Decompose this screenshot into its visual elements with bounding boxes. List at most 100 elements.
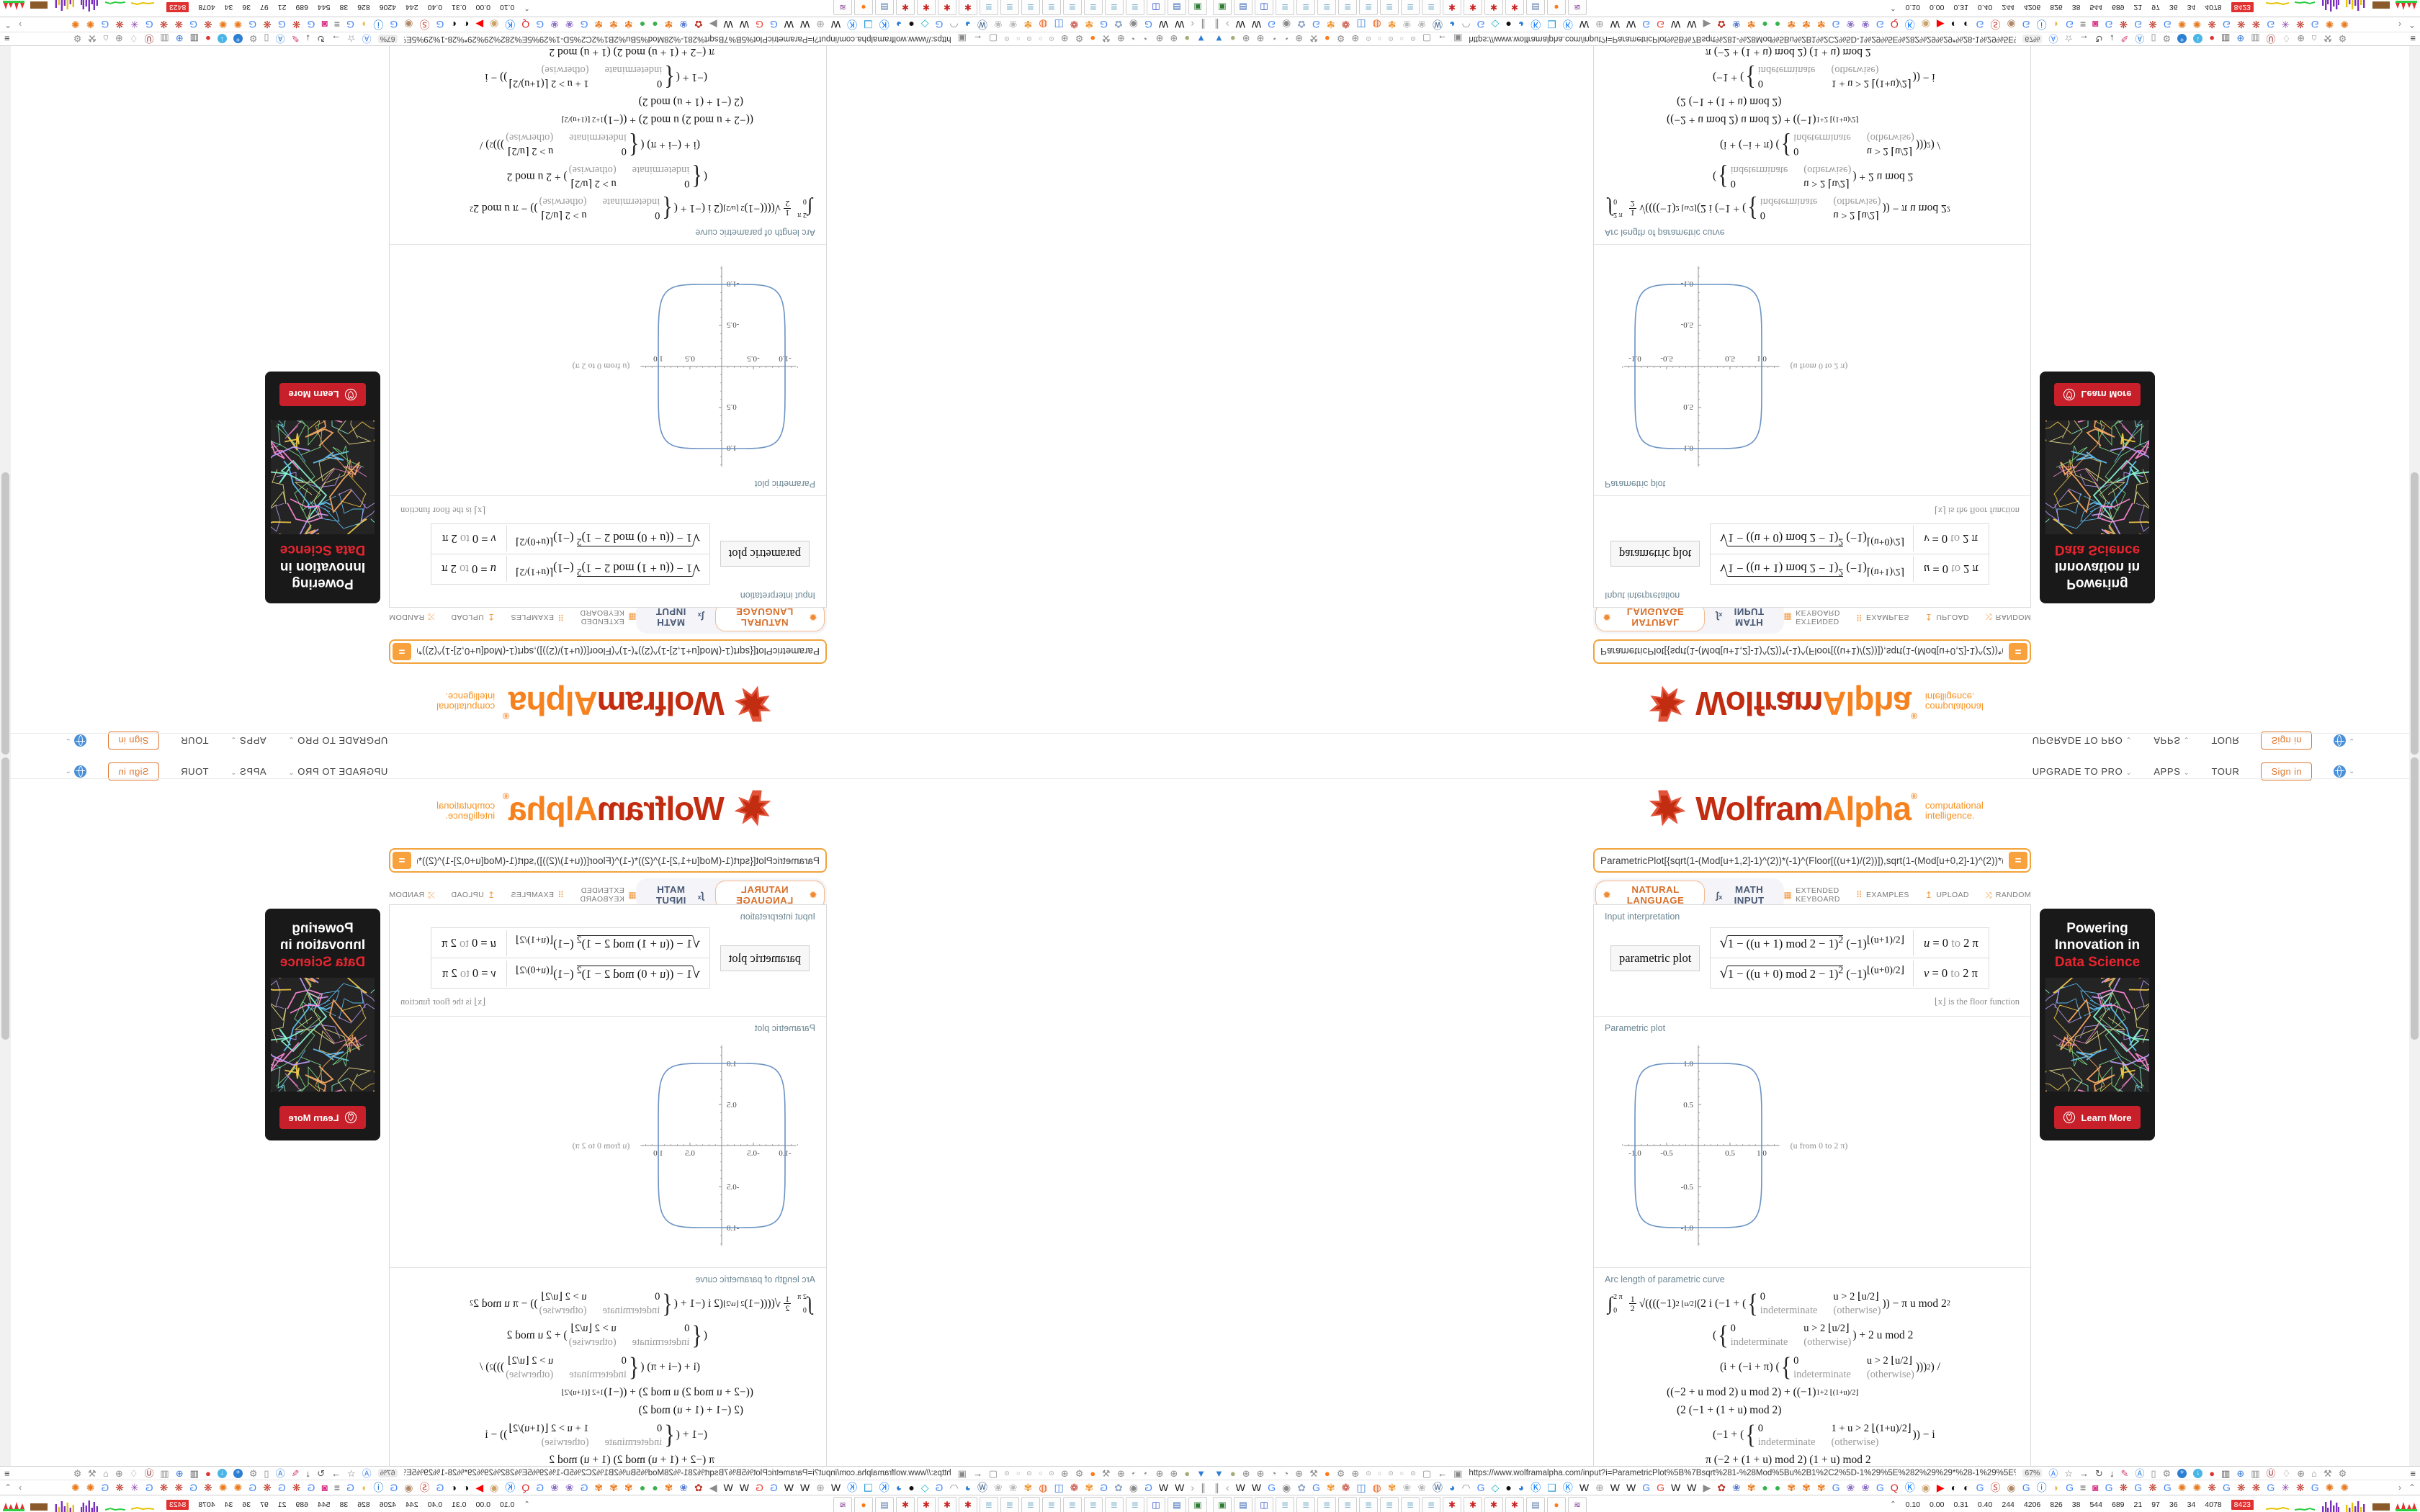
funnel-extension-icon[interactable]: ▼ [1214, 33, 1224, 45]
tab-overflow-icon[interactable]: › [19, 19, 22, 30]
tab-favicon[interactable]: ✾ [624, 1482, 633, 1493]
launcher-item[interactable]: ▤ [875, 0, 894, 16]
gauge-extension-icon[interactable]: ◔ [1270, 33, 1277, 45]
scrollbar-thumb[interactable] [2411, 472, 2419, 755]
launcher-item[interactable]: ▣ [1188, 1496, 1207, 1512]
tab-favicon[interactable]: ❀ [1861, 19, 1870, 30]
tab-favicon[interactable]: ▶ [709, 1482, 717, 1493]
tab-favicon[interactable]: ❀ [1417, 19, 1426, 30]
tab-favicon[interactable]: ◗ [2053, 1482, 2060, 1493]
tab-favicon[interactable]: ❋ [2148, 1482, 2157, 1493]
page-scrollbar[interactable] [2409, 756, 2420, 1466]
tab-favicon[interactable]: G [1976, 1482, 1984, 1493]
launcher-item[interactable]: ≣ [1380, 0, 1399, 16]
globe-extension-icon[interactable]: ⊕ [1060, 1467, 1069, 1479]
tab-favicon[interactable]: ✳ [2281, 1482, 2290, 1493]
nav-tour[interactable]: TOUR [180, 735, 209, 746]
tab-favicon[interactable]: G [2066, 1482, 2074, 1493]
launcher-item[interactable]: ≣ [1401, 1496, 1420, 1512]
tab-favicon[interactable]: Ⓚ [1904, 1482, 1915, 1493]
tab-overflow-icon[interactable]: › [2398, 19, 2401, 30]
tab-favicon[interactable]: G [436, 1482, 444, 1493]
tab-favicon[interactable]: Ⓚ [1531, 19, 1541, 30]
tab-favicon[interactable]: ◉ [1129, 1482, 1138, 1493]
tab-favicon[interactable]: ◍ [1039, 1482, 1048, 1493]
tab-favicon[interactable]: Ⓚ [1562, 19, 1573, 30]
tab-favicon[interactable]: ❑ [1547, 19, 1556, 30]
tab-favicon[interactable]: ✾ [609, 1482, 618, 1493]
tab-favicon[interactable]: ◉ [2007, 1482, 2016, 1493]
tab-favicon[interactable]: ❋ [2208, 19, 2216, 30]
translate-extension-icon[interactable]: Ⓐ [2135, 33, 2145, 45]
tab-indicator-icon[interactable]: ⊙ [1049, 1469, 1054, 1477]
gauge-extension-icon[interactable]: ◔ [1131, 33, 1137, 45]
collapse-icon[interactable]: ⌃ [4, 19, 12, 30]
launcher-item[interactable]: ≋ [1568, 0, 1587, 16]
tab-favicon[interactable]: Ⓚ [1562, 1482, 1573, 1493]
tab-favicon[interactable]: ● [1762, 1482, 1768, 1493]
tab-favicon[interactable]: ✾ [609, 19, 618, 30]
tab-favicon[interactable]: Ⓢ [1990, 19, 2001, 30]
tab-overflow-icon[interactable]: › [2398, 1482, 2401, 1493]
tab-favicon[interactable]: G [1876, 1482, 1884, 1493]
tab-favicon[interactable]: ❋ [263, 19, 272, 30]
mouse-extension-icon[interactable]: ▯ [2151, 33, 2156, 45]
sidebar-ad[interactable]: Powering Innovation in Data Science Learn… [265, 372, 380, 603]
globe-extension-icon[interactable]: ⊕ [1155, 33, 1164, 45]
tab-favicon[interactable]: ❋ [159, 1482, 169, 1493]
tab-indicator-icon[interactable]: ⊙ [1388, 35, 1394, 43]
tab-favicon[interactable]: ◙ [2092, 1482, 2099, 1493]
tab-favicon[interactable]: ✳ [130, 19, 139, 30]
tab-favicon[interactable]: W [784, 19, 794, 30]
tab-favicon[interactable]: G [390, 19, 398, 30]
launcher-item[interactable]: ✱ [1505, 0, 1524, 16]
launcher-item[interactable]: ● [1547, 1496, 1566, 1512]
tab-favicon[interactable]: ✾ [624, 19, 633, 30]
extended-keyboard-link[interactable]: ▦ EXTENDED KEYBOARD [1783, 886, 1840, 904]
tab-favicon[interactable]: ✺ [218, 19, 228, 30]
launcher-item[interactable]: ◫ [1255, 0, 1273, 16]
download-icon[interactable]: ↓ [2109, 1467, 2115, 1479]
tab-indicator-icon[interactable]: ○ [1016, 35, 1021, 43]
compute-button[interactable]: = [393, 852, 411, 869]
tab-favicon[interactable]: ✾ [1023, 19, 1033, 30]
tab-favicon[interactable]: ∥ [1201, 1482, 1206, 1493]
tab-favicon[interactable]: W [1687, 1482, 1697, 1493]
tab-favicon[interactable]: G [277, 1482, 286, 1493]
tab-favicon[interactable]: ⓘ [2036, 19, 2047, 30]
reload-icon[interactable]: ↻ [317, 1467, 325, 1479]
tab-favicon[interactable]: ✺ [2325, 1482, 2334, 1493]
tab-favicon[interactable]: ❀ [565, 1482, 574, 1493]
tab-favicon[interactable]: G [2311, 1482, 2319, 1493]
tab-favicon[interactable]: Ⓦ [1432, 19, 1443, 30]
tab-favicon[interactable]: ❋ [174, 1482, 184, 1493]
launcher-item[interactable]: ✱ [1464, 1496, 1482, 1512]
tab-favicon[interactable]: G [580, 19, 588, 30]
tab-favicon[interactable]: ❋ [174, 19, 184, 30]
gauge-extension-icon[interactable]: ◔ [1283, 1467, 1289, 1479]
tab-favicon[interactable]: ◕ [895, 19, 902, 30]
wrench-extension-icon[interactable]: ⚒ [1309, 1467, 1318, 1479]
forward-icon[interactable]: → [2079, 33, 2089, 45]
tab-favicon[interactable]: ● [908, 19, 915, 30]
mouse-extension-icon[interactable]: ▯ [2151, 1467, 2156, 1479]
tab-favicon[interactable]: G [536, 1482, 544, 1493]
url-bar[interactable]: https://www.wolframalpha.com/input?i=Par… [1469, 35, 2017, 43]
tab-favicon[interactable]: ✺ [233, 1482, 243, 1493]
nav-tour[interactable]: TOUR [180, 766, 209, 777]
tab-favicon[interactable]: G [1144, 1482, 1152, 1493]
tab-favicon[interactable]: ✺ [218, 1482, 228, 1493]
translate-extension-icon[interactable]: Ⓐ [2135, 1467, 2145, 1479]
launcher-item[interactable]: ▤ [1234, 1496, 1252, 1512]
add-extension-icon[interactable]: + [233, 1468, 243, 1478]
globe-extension-icon[interactable]: ⊕ [1116, 1467, 1125, 1479]
launcher-item[interactable]: ≣ [1084, 0, 1103, 16]
tab-favicon[interactable]: ⓘ [373, 19, 384, 30]
funnel-extension-icon[interactable]: ▼ [1196, 1467, 1206, 1479]
tab-favicon[interactable]: ❋ [2236, 1482, 2246, 1493]
tab-favicon[interactable]: ❋ [292, 19, 301, 30]
tab-favicon[interactable]: ❋ [115, 1482, 125, 1493]
tab-favicon[interactable]: ✺ [2340, 19, 2349, 30]
olive-extension-icon[interactable]: ● [1229, 1467, 1236, 1479]
